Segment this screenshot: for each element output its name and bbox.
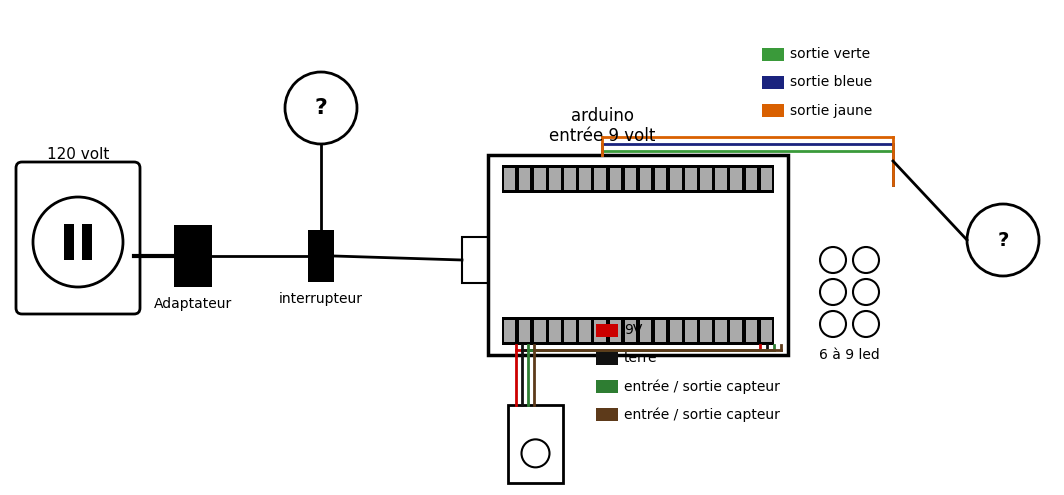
- Bar: [549, 168, 561, 190]
- Text: ?: ?: [997, 231, 1009, 249]
- Circle shape: [521, 440, 549, 467]
- Bar: [508, 405, 563, 483]
- Text: sortie jaune: sortie jaune: [789, 103, 872, 117]
- Circle shape: [967, 204, 1040, 276]
- Bar: [715, 168, 727, 190]
- Bar: [504, 320, 515, 342]
- Bar: [610, 320, 621, 342]
- Bar: [596, 324, 618, 337]
- Bar: [639, 320, 651, 342]
- Text: entrée / sortie capteur: entrée / sortie capteur: [624, 379, 780, 394]
- Text: interrupteur: interrupteur: [279, 292, 363, 306]
- Bar: [700, 168, 712, 190]
- Bar: [762, 76, 784, 89]
- Bar: [534, 168, 546, 190]
- Bar: [655, 168, 666, 190]
- Bar: [715, 320, 727, 342]
- Bar: [596, 352, 618, 365]
- Text: 9V: 9V: [624, 324, 643, 338]
- Bar: [595, 168, 606, 190]
- Text: sortie bleue: sortie bleue: [789, 76, 872, 90]
- Bar: [488, 155, 788, 355]
- Bar: [610, 168, 621, 190]
- FancyBboxPatch shape: [16, 162, 140, 314]
- Text: Adaptateur: Adaptateur: [154, 297, 232, 311]
- Bar: [762, 48, 784, 61]
- Bar: [504, 168, 515, 190]
- Circle shape: [820, 311, 846, 337]
- Circle shape: [285, 72, 358, 144]
- Text: sortie verte: sortie verte: [789, 48, 870, 61]
- Bar: [625, 168, 636, 190]
- Bar: [746, 168, 758, 190]
- Bar: [580, 320, 591, 342]
- Text: 120 volt: 120 volt: [47, 147, 110, 162]
- Bar: [761, 168, 772, 190]
- Bar: [685, 320, 697, 342]
- Circle shape: [820, 279, 846, 305]
- Bar: [534, 320, 546, 342]
- Bar: [595, 320, 606, 342]
- Bar: [700, 320, 712, 342]
- Bar: [174, 225, 212, 287]
- Text: entrée / sortie capteur: entrée / sortie capteur: [624, 407, 780, 422]
- Bar: [655, 320, 666, 342]
- Bar: [731, 168, 742, 190]
- Bar: [564, 320, 576, 342]
- Bar: [685, 168, 697, 190]
- Text: ?: ?: [315, 98, 328, 118]
- Circle shape: [820, 247, 846, 273]
- Circle shape: [853, 279, 879, 305]
- Circle shape: [853, 311, 879, 337]
- Text: entrée 9 volt: entrée 9 volt: [549, 127, 655, 145]
- Bar: [639, 168, 651, 190]
- Bar: [580, 168, 591, 190]
- Bar: [564, 168, 576, 190]
- Bar: [731, 320, 742, 342]
- Bar: [64, 224, 74, 260]
- Bar: [82, 224, 92, 260]
- Bar: [746, 320, 758, 342]
- Text: terre: terre: [624, 351, 658, 365]
- Bar: [625, 320, 636, 342]
- Bar: [519, 320, 531, 342]
- Text: 6 à 9 led: 6 à 9 led: [818, 348, 879, 362]
- Bar: [502, 317, 774, 345]
- Bar: [670, 320, 682, 342]
- Text: arduino: arduino: [570, 107, 633, 125]
- Bar: [596, 380, 618, 393]
- Circle shape: [853, 247, 879, 273]
- Bar: [519, 168, 531, 190]
- Bar: [307, 230, 334, 282]
- Bar: [762, 104, 784, 117]
- Bar: [670, 168, 682, 190]
- Bar: [462, 237, 491, 283]
- Bar: [596, 408, 618, 421]
- Circle shape: [33, 197, 123, 287]
- Bar: [761, 320, 772, 342]
- Bar: [502, 165, 774, 193]
- Bar: [549, 320, 561, 342]
